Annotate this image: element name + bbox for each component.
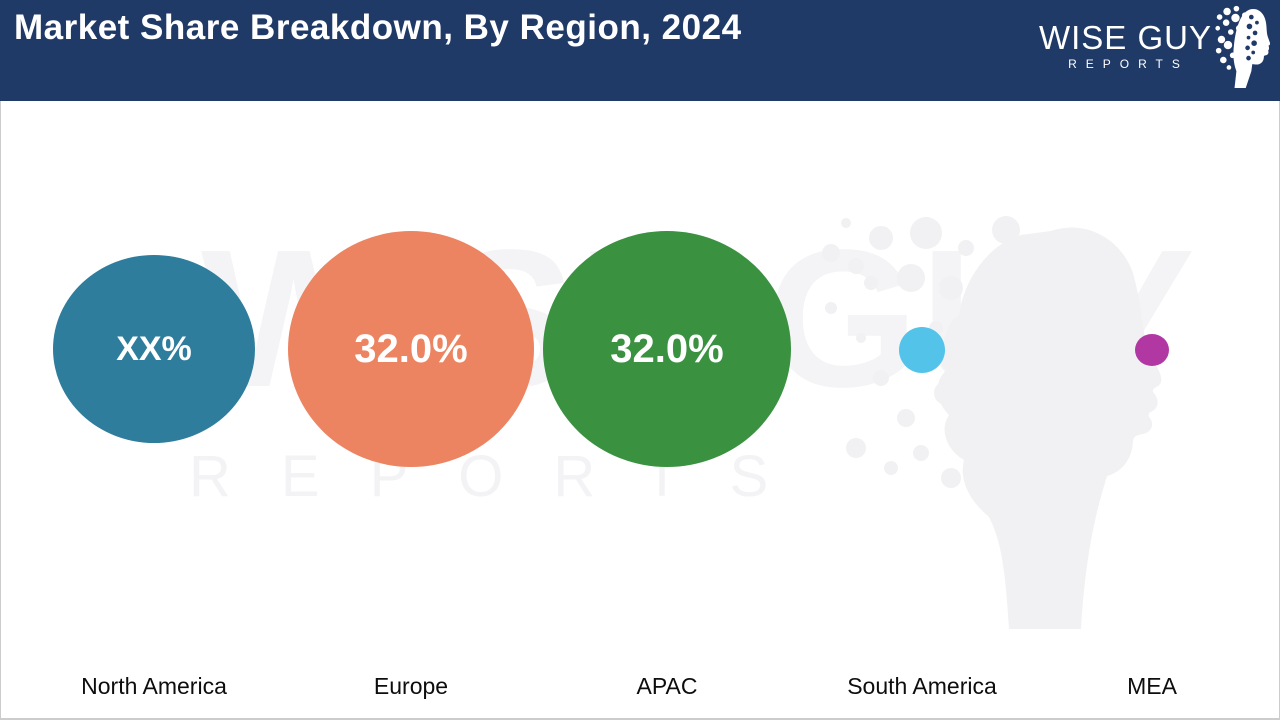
bubble-value-north-america: XX% [116,329,192,368]
bubble-apac: 32.0% [543,231,791,467]
bubble-europe: 32.0% [288,231,534,467]
bubble-mea [1135,334,1169,366]
watermark-reports-text: REPORTS [189,444,819,509]
category-label-europe: Europe [373,673,449,699]
bubble-south-america [899,327,945,373]
header-bar: Market Share Breakdown, By Region, 2024 … [0,0,1280,101]
watermark-face-profile [822,216,1162,629]
brand-subtitle: REPORTS [1068,56,1189,71]
bubble-value-apac: 32.0% [610,326,724,371]
brand-name: WISE GUY [1038,19,1212,57]
brand-logo-text: WISE GUY REPORTS [1039,21,1212,71]
bubble-north-america: XX% [53,255,255,443]
brand-logo: WISE GUY REPORTS [1039,4,1270,88]
bubble-value-europe: 32.0% [354,326,468,371]
dotted-face-profile-icon [1215,5,1270,88]
category-label-apac: APAC [636,673,698,699]
category-label-mea: MEA [1127,673,1177,699]
bubble-layer: XX% North America 32.0% Europe 32.0% APAC Sout… [1,101,1279,718]
category-label-north-america: North America [81,673,227,699]
page-title: Market Share Breakdown, By Region, 2024 [14,8,742,47]
category-label-south-america: South America [847,673,997,699]
